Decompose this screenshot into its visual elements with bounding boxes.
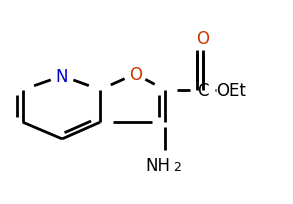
Text: 2: 2	[173, 160, 181, 173]
Text: C: C	[197, 81, 209, 99]
Text: OEt: OEt	[216, 81, 246, 99]
Text: NH: NH	[145, 156, 170, 174]
Text: N: N	[56, 68, 68, 85]
Text: O: O	[196, 30, 209, 48]
Text: O: O	[129, 66, 142, 84]
